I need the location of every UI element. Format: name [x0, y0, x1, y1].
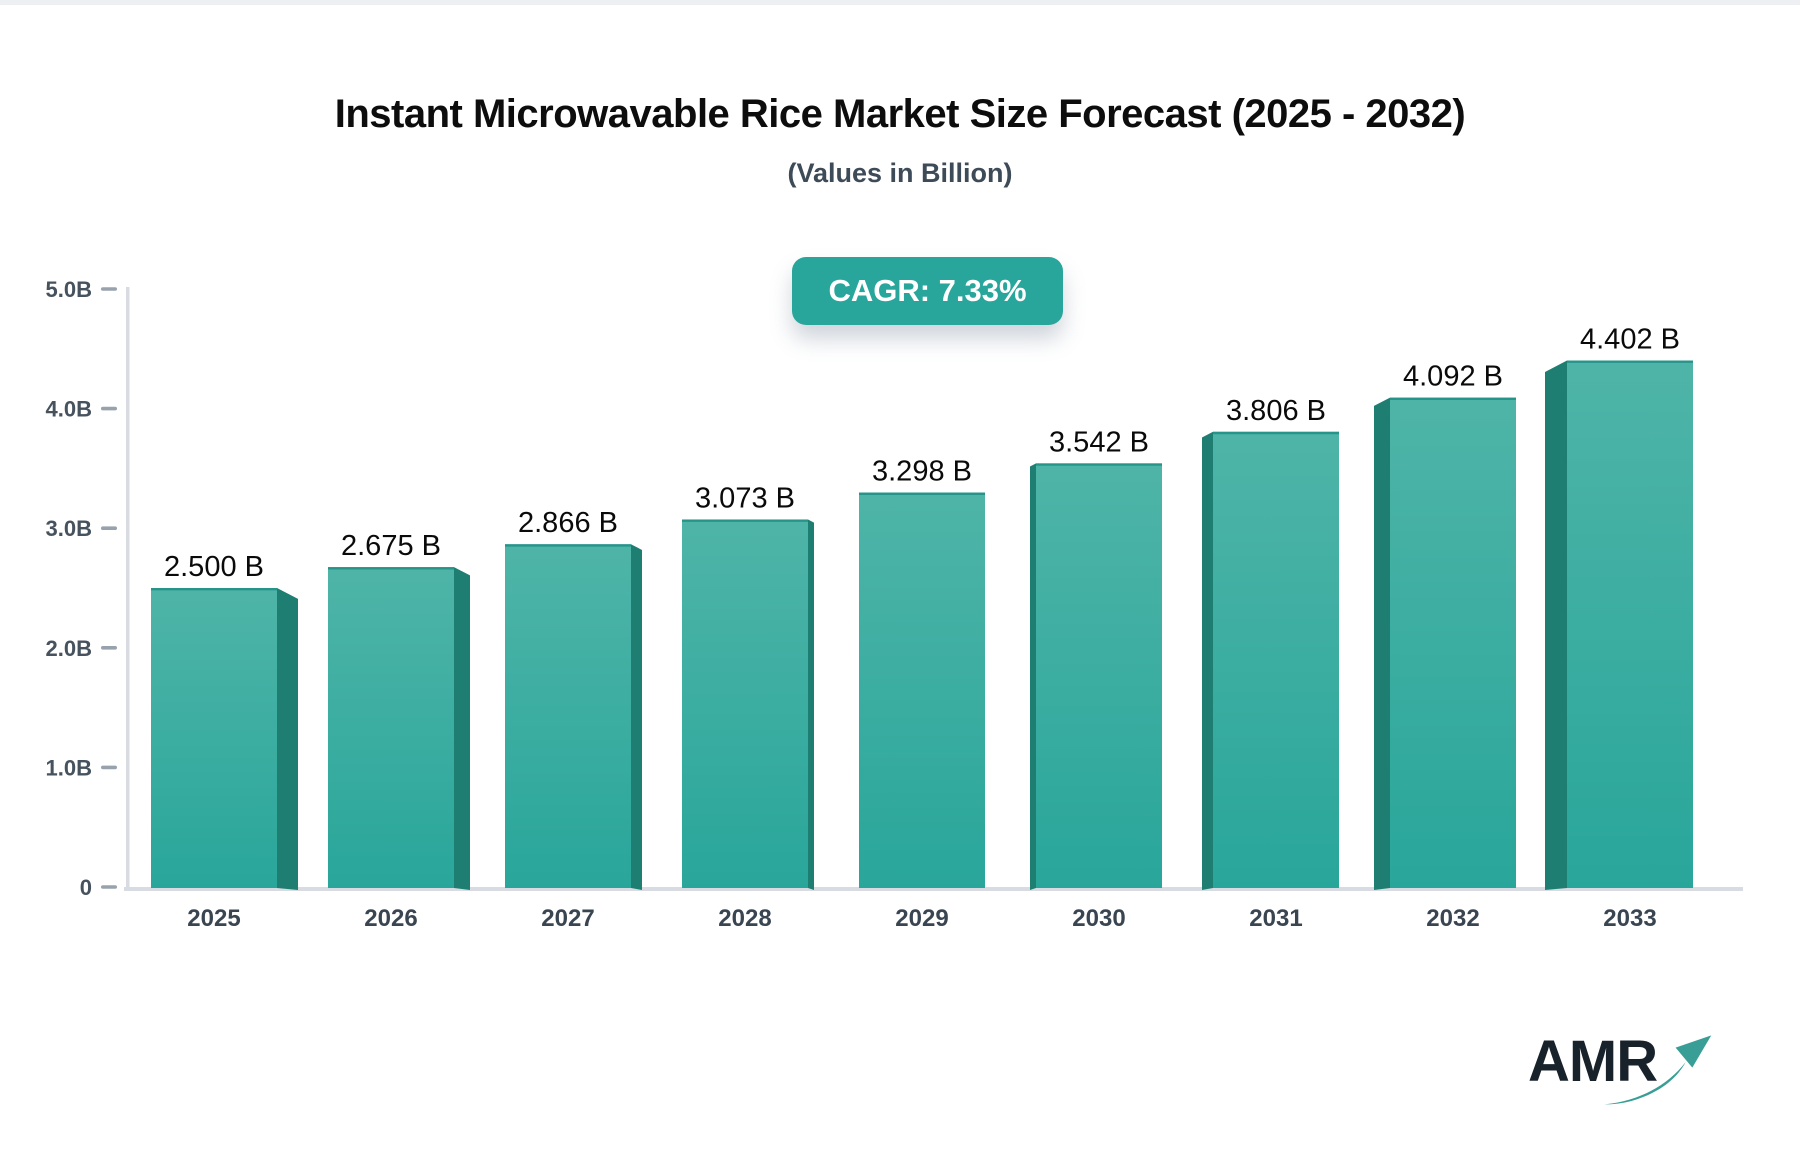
bar-value-label: 4.402 B — [1580, 324, 1680, 356]
bar-value-label: 2.500 B — [164, 551, 264, 583]
growth-arrow-icon — [1604, 1035, 1712, 1105]
x-axis-label: 2030 — [1072, 905, 1125, 932]
y-axis-label: 5.0B — [46, 277, 92, 302]
x-axis-label: 2031 — [1249, 905, 1302, 932]
window-top-strip — [0, 0, 1800, 5]
bar-side-face — [808, 519, 814, 890]
bar-2026: 2.675 B 2026 — [328, 530, 470, 932]
bar-front-face — [1036, 463, 1162, 888]
y-axis-tick — [101, 765, 117, 770]
bar-front-face — [1567, 360, 1693, 888]
y-axis-tick — [101, 287, 117, 291]
y-axis-label: 2.0B — [46, 636, 92, 661]
amr-logo: AMR — [1528, 1028, 1728, 1118]
y-axis-tick — [101, 406, 117, 411]
bar-2030: 3.542 B 2030 — [1030, 426, 1162, 932]
bar-2032: 4.092 B 2032 — [1374, 361, 1516, 932]
x-axis-label: 2026 — [364, 905, 417, 932]
y-axis-label: 1.0B — [46, 755, 92, 780]
bar-value-label: 2.675 B — [341, 530, 441, 562]
cagr-badge: CAGR: 7.33% — [792, 257, 1063, 325]
bar-side-face — [1545, 360, 1567, 890]
bar-value-label: 2.866 B — [518, 507, 618, 539]
bar-side-face — [631, 544, 642, 890]
y-axis-label: 4.0B — [46, 397, 92, 422]
bar-value-label: 3.298 B — [872, 456, 972, 488]
x-axis-label: 2025 — [187, 905, 240, 932]
x-axis-label: 2027 — [541, 905, 594, 932]
bar-front-face — [859, 492, 985, 888]
y-axis-label: 3.0B — [46, 516, 92, 541]
bar-front-face — [1213, 431, 1339, 888]
x-axis-label: 2029 — [895, 905, 948, 932]
bar-side-face — [1202, 431, 1213, 890]
chart-title: Instant Microwavable Rice Market Size Fo… — [334, 92, 1466, 136]
bar-front-face — [328, 567, 454, 888]
chart-subtitle: (Values in Billion) — [787, 158, 1013, 188]
bar-front-face — [151, 588, 277, 888]
bar-2033: 4.402 B 2033 — [1545, 324, 1693, 932]
bar-side-face — [1374, 397, 1390, 890]
bar-2031: 3.806 B 2031 — [1202, 395, 1339, 932]
x-axis-line — [124, 887, 1743, 891]
bar-value-label: 4.092 B — [1403, 361, 1503, 393]
bar-2028: 3.073 B 2028 — [682, 482, 814, 932]
bar-value-label: 3.073 B — [695, 482, 795, 514]
x-axis-label: 2033 — [1603, 905, 1656, 932]
bar-side-face — [277, 588, 298, 890]
amr-logo-text: AMR — [1528, 1029, 1658, 1094]
y-axis-label: 0 — [80, 875, 92, 900]
bar-front-face — [682, 519, 808, 888]
y-axis-tick — [101, 646, 117, 650]
bar-side-face — [1030, 463, 1036, 890]
bar-2025: 2.500 B 2025 — [151, 551, 298, 932]
x-axis-label: 2028 — [718, 905, 771, 932]
bar-value-label: 3.542 B — [1049, 426, 1149, 458]
bar-2029: 3.298 B 2029 — [859, 456, 985, 932]
bar-front-face — [505, 544, 631, 888]
y-axis-line — [126, 287, 130, 891]
bar-value-label: 3.806 B — [1226, 395, 1326, 427]
bar-2027: 2.866 B 2027 — [505, 507, 642, 932]
bar-front-face — [1390, 397, 1516, 888]
bar-side-face — [454, 567, 470, 890]
x-axis-label: 2032 — [1426, 905, 1479, 932]
y-axis-tick — [101, 885, 117, 889]
y-axis-tick — [101, 526, 117, 530]
